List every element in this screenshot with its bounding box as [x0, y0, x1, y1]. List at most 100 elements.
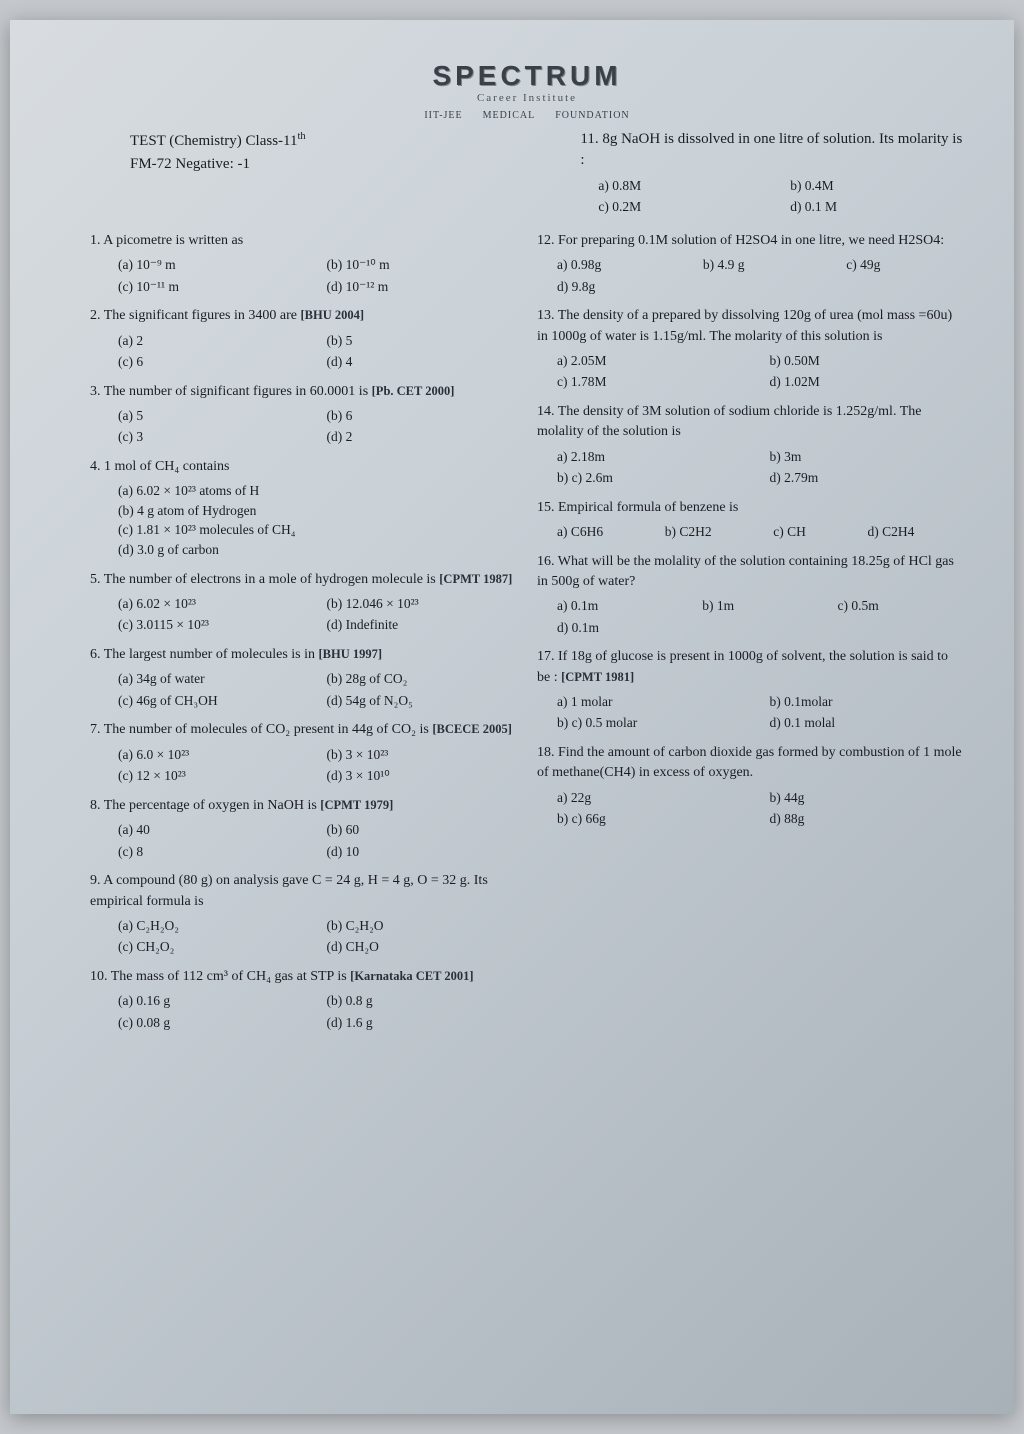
option: (b) 3 × 10²³ [327, 745, 518, 765]
option: (d) 3 × 10¹⁰ [327, 766, 518, 786]
options-grid: a) 22gb) 44gb) c) 66gd) 88g [557, 788, 964, 829]
option: a) 2.05M [557, 351, 752, 371]
banner-right: FOUNDATION [555, 110, 629, 121]
option: (d) 54g of N₂O₅ [327, 691, 518, 711]
option: (d) 10 [327, 842, 518, 862]
option: (b) 0.8 g [327, 991, 518, 1011]
option: (a) 40 [118, 820, 309, 840]
option: b) c) 2.6m [557, 468, 752, 488]
question: 10. The mass of 112 cm³ of CH₄ gas at ST… [90, 967, 517, 1032]
option: (b) 5 [327, 331, 518, 351]
option: d) 9.8g [557, 277, 685, 297]
options-grid: a) 2.18mb) 3mb) c) 2.6md) 2.79m [557, 447, 964, 488]
option: a) C6H6 [557, 522, 653, 542]
option: a) 1 molar [557, 692, 752, 712]
option: (a) 6.0 × 10²³ [118, 745, 309, 765]
test-paper: SPECTRUM Career Institute IIT-JEE MEDICA… [10, 20, 1014, 1414]
question-text: 9. A compound (80 g) on analysis gave C … [90, 871, 517, 912]
option: b) 44g [770, 788, 965, 808]
question-text: 18. Find the amount of carbon dioxide ga… [537, 743, 964, 784]
option: b) 3m [770, 447, 965, 467]
option: d) C2H4 [868, 522, 965, 542]
option: a) 0.98g [557, 255, 685, 275]
marks-negative: FM-72 Negative: -1 [130, 153, 306, 176]
question-text: 8. The percentage of oxygen in NaOH is [… [90, 796, 517, 816]
question-text: 17. If 18g of glucose is present in 1000… [537, 647, 964, 688]
option: (a) 2 [118, 331, 309, 351]
question: 11. 8g NaOH is dissolved in one litre of… [580, 129, 964, 217]
question-text: 6. The largest number of molecules is in… [90, 645, 517, 665]
brand-name: SPECTRUM [90, 60, 964, 92]
option: (b) 28g of CO₂ [327, 669, 518, 689]
options-grid: a) 1 molarb) 0.1molarb) c) 0.5 molard) 0… [557, 692, 964, 733]
question: 18. Find the amount of carbon dioxide ga… [537, 743, 964, 829]
test-header: TEST (Chemistry) Class-11th FM-72 Negati… [130, 129, 964, 217]
question-text: 13. The density of a prepared by dissolv… [537, 306, 964, 347]
question: 5. The number of electrons in a mole of … [90, 570, 517, 635]
option: (c) 1.81 × 10²³ molecules of CH₄ [118, 520, 517, 540]
question-text: 12. For preparing 0.1M solution of H2SO4… [537, 231, 964, 251]
options-grid: (a) 34g of water(b) 28g of CO₂(c) 46g of… [118, 669, 517, 710]
question-text: 14. The density of 3M solution of sodium… [537, 402, 964, 443]
question: 9. A compound (80 g) on analysis gave C … [90, 871, 517, 957]
option: (b) 6 [327, 406, 518, 426]
options-grid: a) 0.1mb) 1mc) 0.5md) 0.1m [557, 596, 964, 637]
option: (d) 2 [327, 427, 518, 447]
option: (c) 12 × 10²³ [118, 766, 309, 786]
option: (d) 3.0 g of carbon [118, 540, 517, 560]
option: b) c) 66g [557, 809, 752, 829]
question-text: 1. A picometre is written as [90, 231, 517, 251]
option: d) 2.79m [770, 468, 965, 488]
option: (a) 10⁻⁹ m [118, 255, 309, 275]
option: a) 0.8M [598, 177, 772, 196]
option: (b) C₂H₂O [327, 916, 518, 936]
option: (c) CH₂O₂ [118, 937, 309, 957]
options-grid: (a) 6.02 × 10²³(b) 12.046 × 10²³(c) 3.01… [118, 594, 517, 635]
option: (a) 34g of water [118, 669, 309, 689]
question-text: 10. The mass of 112 cm³ of CH₄ gas at ST… [90, 967, 517, 987]
question-text: 2. The significant figures in 3400 are [… [90, 306, 517, 326]
option: d) 0.1 M [790, 198, 964, 217]
option: (a) 0.16 g [118, 991, 309, 1011]
question: 16. What will be the molality of the sol… [537, 552, 964, 638]
question: 12. For preparing 0.1M solution of H2SO4… [537, 231, 964, 296]
options-grid: (a) 40(b) 60(c) 8(d) 10 [118, 820, 517, 861]
options-list: (a) 6.02 × 10²³ atoms of H(b) 4 g atom o… [118, 481, 517, 559]
question-text: 3. The number of significant figures in … [90, 382, 517, 402]
options-grid: a) 0.98gb) 4.9 gc) 49gd) 9.8g [557, 255, 964, 296]
options-grid: (a) 0.16 g(b) 0.8 g(c) 0.08 g(d) 1.6 g [118, 991, 517, 1032]
options-grid: (a) 10⁻⁹ m(b) 10⁻¹⁰ m(c) 10⁻¹¹ m(d) 10⁻¹… [118, 255, 517, 296]
option: (c) 6 [118, 352, 309, 372]
question: 14. The density of 3M solution of sodium… [537, 402, 964, 488]
question: 8. The percentage of oxygen in NaOH is [… [90, 796, 517, 861]
option: (b) 12.046 × 10²³ [327, 594, 518, 614]
question-text: 4. 1 mol of CH₄ contains [90, 457, 517, 477]
question: 17. If 18g of glucose is present in 1000… [537, 647, 964, 733]
option: d) 1.02M [770, 372, 965, 392]
option: (d) 1.6 g [327, 1013, 518, 1033]
option: b) 1m [702, 596, 819, 616]
options-grid: a) 2.05Mb) 0.50Mc) 1.78Md) 1.02M [557, 351, 964, 392]
question: 4. 1 mol of CH₄ contains (a) 6.02 × 10²³ … [90, 457, 517, 560]
tagline: Career Institute [90, 92, 964, 104]
option: b) 0.4M [790, 177, 964, 196]
option: (a) 5 [118, 406, 309, 426]
options-grid: a) 0.8Mb) 0.4Mc) 0.2Md) 0.1 M [598, 177, 964, 217]
question-text: 15. Empirical formula of benzene is [537, 498, 964, 518]
question-text: 5. The number of electrons in a mole of … [90, 570, 517, 590]
question: 3. The number of significant figures in … [90, 382, 517, 447]
question-text: 11. 8g NaOH is dissolved in one litre of… [580, 129, 964, 171]
option: (d) 10⁻¹² m [327, 277, 518, 297]
option: (a) 6.02 × 10²³ [118, 594, 309, 614]
option: c) 1.78M [557, 372, 752, 392]
option: (d) CH₂O [327, 937, 518, 957]
option: c) 0.5m [837, 596, 964, 616]
option: (d) 4 [327, 352, 518, 372]
option: (a) 6.02 × 10²³ atoms of H [118, 481, 517, 501]
option: b) c) 0.5 molar [557, 713, 752, 733]
options-grid: (a) 2 (b) 5 (c) 6 (d) 4 [118, 331, 517, 372]
option: (c) 3 [118, 427, 309, 447]
question-text: 16. What will be the molality of the sol… [537, 552, 964, 593]
option: c) 49g [846, 255, 964, 275]
left-column: 1. A picometre is written as(a) 10⁻⁹ m(b… [90, 231, 517, 1043]
